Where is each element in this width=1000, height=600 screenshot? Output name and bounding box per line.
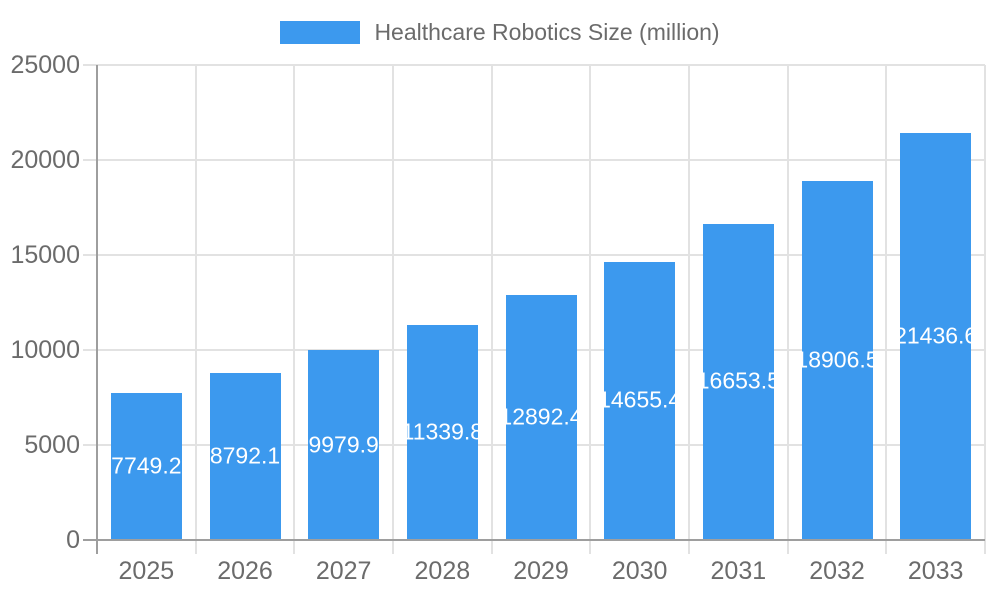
y-tick-label: 5000 — [24, 431, 80, 459]
bar[interactable]: 14655.4 — [604, 261, 676, 539]
legend-swatch — [280, 20, 361, 44]
gridline-vertical — [194, 65, 197, 554]
bar-value-label: 11339.8 — [407, 418, 478, 445]
y-axis-line — [96, 65, 98, 554]
x-tick-label: 2027 — [315, 557, 372, 585]
gridline-vertical — [984, 65, 986, 554]
bar[interactable]: 18906.5 — [801, 180, 873, 539]
gridline-vertical — [293, 65, 296, 554]
bar-value-label: 12892.4 — [505, 403, 577, 430]
gridline-vertical — [786, 65, 789, 554]
legend-label: Healthcare Robotics Size (million) — [374, 18, 720, 45]
y-tick-label: 10000 — [10, 336, 80, 364]
bar-value-label: 21436.6 — [900, 322, 972, 349]
bar[interactable]: 12892.4 — [505, 295, 577, 539]
x-tick-label: 2028 — [414, 557, 471, 585]
bar[interactable]: 16653.5 — [702, 223, 774, 539]
bar-value-label: 7749.2 — [111, 452, 182, 479]
gridline-vertical — [490, 65, 493, 554]
bar[interactable]: 8792.1 — [209, 372, 281, 539]
gridline-vertical — [392, 65, 394, 554]
gridline-vertical — [688, 65, 690, 554]
bar-value-label: 14655.4 — [604, 386, 676, 413]
x-tick-label: 2025 — [118, 557, 175, 585]
bar[interactable]: 11339.8 — [406, 324, 478, 539]
y-tick-label: 0 — [66, 526, 80, 554]
legend[interactable]: Healthcare Robotics Size (million) — [0, 17, 1000, 47]
y-tick-label: 20000 — [10, 146, 80, 174]
x-tick-label: 2029 — [513, 557, 569, 585]
gridline-vertical — [589, 65, 592, 554]
x-tick-label: 2031 — [710, 557, 767, 585]
bar[interactable]: 9979.9 — [308, 350, 380, 539]
bar-value-label: 8792.1 — [209, 442, 281, 469]
bar[interactable]: 21436.6 — [900, 132, 972, 539]
x-tick-label: 2033 — [907, 557, 964, 585]
gridline-horizontal — [83, 254, 985, 256]
bar-value-label: 9979.9 — [308, 431, 379, 458]
x-axis-line — [83, 539, 985, 541]
gridline-vertical — [885, 65, 888, 554]
x-tick-label: 2026 — [217, 557, 273, 585]
bar-value-label: 18906.5 — [801, 346, 873, 373]
y-tick-label: 25000 — [10, 51, 80, 79]
x-tick-label: 2030 — [611, 557, 668, 585]
bar-value-label: 16653.5 — [702, 367, 774, 394]
x-tick-label: 2032 — [809, 557, 865, 585]
gridline-horizontal — [83, 64, 985, 66]
y-tick-label: 15000 — [10, 241, 80, 269]
bar[interactable]: 7749.2 — [110, 392, 182, 539]
gridline-horizontal — [83, 159, 985, 161]
